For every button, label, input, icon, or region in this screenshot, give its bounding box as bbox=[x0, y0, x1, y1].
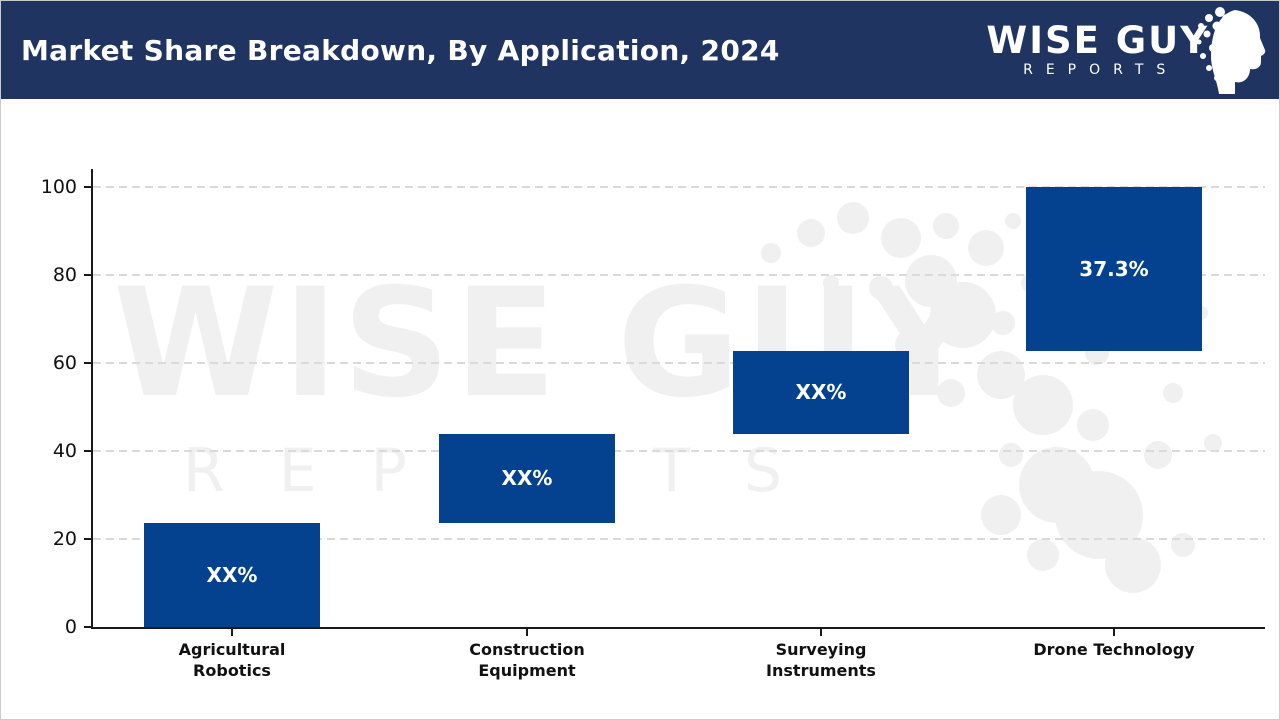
y-axis-tick bbox=[84, 186, 93, 188]
bar-value-label: XX% bbox=[206, 562, 258, 587]
gridline bbox=[93, 538, 1265, 540]
logo-face-icon bbox=[1196, 7, 1266, 94]
y-axis-tick bbox=[84, 362, 93, 364]
logo-text: WISE GUY REPORTS bbox=[986, 22, 1209, 78]
logo-subtitle: REPORTS bbox=[1023, 62, 1179, 78]
y-axis-tick-label: 20 bbox=[52, 528, 77, 550]
wise-guy-reports-logo: WISE GUY REPORTS bbox=[986, 6, 1267, 94]
gridline bbox=[93, 186, 1265, 188]
x-axis-tick bbox=[231, 629, 233, 636]
bar: XX% bbox=[144, 522, 320, 627]
y-axis-tick bbox=[84, 274, 93, 276]
y-axis-tick bbox=[84, 450, 93, 452]
category-label: Agricultural Robotics bbox=[178, 640, 286, 680]
gridline bbox=[93, 362, 1265, 364]
category-label: Drone Technology bbox=[1033, 640, 1195, 659]
chart-title: Market Share Breakdown, By Application, … bbox=[21, 33, 780, 67]
gridline bbox=[93, 274, 1265, 276]
x-axis-tick bbox=[1113, 629, 1115, 636]
category-label: Surveying Instruments bbox=[766, 640, 876, 680]
plot-area: 0 20 40 60 80 100 XX% Agricultural Robotics XX% Co… bbox=[41, 169, 1265, 680]
category-label: Construction Equipment bbox=[469, 640, 585, 680]
bar-value-label: XX% bbox=[501, 466, 553, 491]
y-axis-tick-label: 40 bbox=[52, 440, 77, 462]
y-axis-tick-label: 60 bbox=[52, 352, 77, 374]
bar: 37.3% bbox=[1026, 187, 1202, 352]
y-axis-tick bbox=[84, 538, 93, 540]
gridline bbox=[93, 450, 1265, 452]
x-axis-tick bbox=[526, 629, 528, 636]
logo-wordmark: WISE GUY bbox=[986, 19, 1209, 62]
bar-value-label: XX% bbox=[795, 380, 847, 405]
watermark-dots-face bbox=[761, 202, 1222, 593]
y-axis-tick-label: 100 bbox=[40, 176, 77, 198]
y-axis-tick bbox=[84, 626, 93, 628]
y-axis-tick-label: 80 bbox=[52, 264, 77, 286]
bar-value-label: 37.3% bbox=[1079, 257, 1149, 282]
x-axis-tick bbox=[820, 629, 822, 636]
y-axis-tick-label: 0 bbox=[64, 616, 77, 638]
bar: XX% bbox=[439, 433, 615, 523]
header-band: Market Share Breakdown, By Application, … bbox=[1, 1, 1279, 99]
bar: XX% bbox=[733, 351, 909, 434]
